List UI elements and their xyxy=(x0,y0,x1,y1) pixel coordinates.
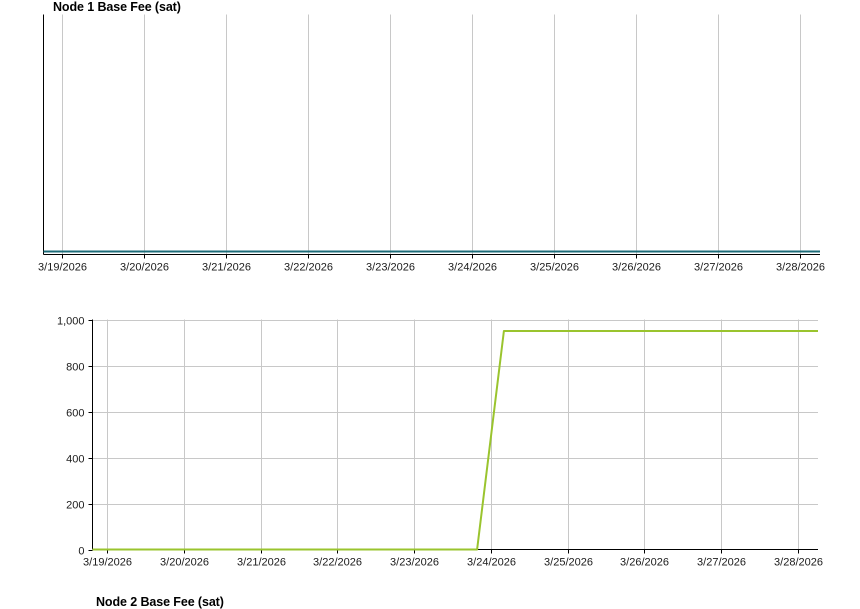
x-tick-label: 3/25/2026 xyxy=(530,262,579,274)
x-tick-label: 3/26/2026 xyxy=(612,262,661,274)
chart-1-axes xyxy=(42,14,820,256)
chart-1-gridlines xyxy=(62,14,801,255)
chart-1-title: Node 1 Base Fee (sat) xyxy=(53,0,181,14)
x-tick-label: 3/22/2026 xyxy=(284,262,333,274)
chart-1-plot: 3/19/2026 3/20/2026 3/21/2026 3/22/2026 3/23… xyxy=(38,14,825,274)
x-tick-label: 3/20/2026 xyxy=(120,262,169,274)
x-tick-label: 3/21/2026 xyxy=(202,262,251,274)
x-tick-label: 3/23/2026 xyxy=(366,262,415,274)
chart-panel-node-2: Node 2 Base Fee (sat) xyxy=(0,295,860,609)
chart-panel-node-1: Node 1 Base Fee (sat) 3/19/2026 3/20/2026… xyxy=(0,0,860,292)
x-tick-label: 3/24/2026 xyxy=(448,262,497,274)
chart-1-tick-marks xyxy=(62,254,801,259)
x-tick-label: 3/27/2026 xyxy=(694,262,743,274)
chart-1-x-tick-labels: 3/19/2026 3/20/2026 3/21/2026 3/22/2026 3/23… xyxy=(38,262,825,274)
x-tick-label: 3/19/2026 xyxy=(38,262,87,274)
x-tick-label: 3/28/2026 xyxy=(776,262,825,274)
chart-2-title: Node 2 Base Fee (sat) xyxy=(96,595,224,609)
